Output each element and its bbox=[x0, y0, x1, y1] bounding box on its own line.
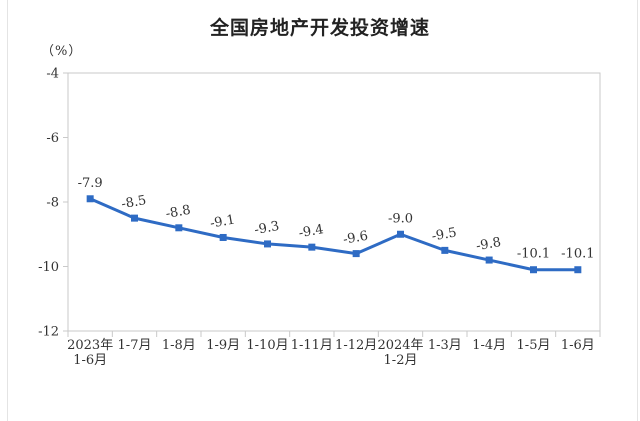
y-axis-tick-label: -6 bbox=[46, 131, 59, 146]
data-point-marker bbox=[530, 266, 537, 274]
data-point-label: -9.0 bbox=[388, 211, 413, 226]
x-axis-tick-label: 1-8月 bbox=[162, 338, 196, 353]
data-point-label: -9.3 bbox=[253, 219, 280, 238]
x-axis-tick-label: 1-5月 bbox=[517, 338, 551, 353]
x-axis-tick-label: 1-12月 bbox=[335, 338, 377, 353]
data-point-marker bbox=[308, 243, 316, 251]
right-border-line bbox=[637, 0, 638, 421]
x-axis-tick-label: 1-10月 bbox=[246, 338, 288, 353]
data-point-marker bbox=[264, 240, 271, 248]
y-axis-tick-label: -12 bbox=[38, 325, 59, 340]
data-point-marker bbox=[131, 214, 138, 222]
y-axis-tick-label: -8 bbox=[46, 196, 59, 211]
data-point-label: -9.1 bbox=[209, 212, 236, 231]
left-border-line bbox=[7, 0, 8, 421]
data-point-marker bbox=[219, 233, 227, 241]
data-point-label: -9.6 bbox=[342, 229, 369, 248]
data-point-label: -8.5 bbox=[120, 193, 147, 212]
x-axis-tick-label: 1-6月 bbox=[561, 338, 595, 353]
data-point-marker bbox=[574, 266, 582, 274]
x-axis-tick-label: 1-11月 bbox=[291, 338, 333, 353]
data-point-label: -9.5 bbox=[431, 225, 458, 244]
data-point-label: -10.1 bbox=[561, 247, 594, 262]
x-axis-tick-label: 1-7月 bbox=[118, 338, 152, 353]
x-axis-tick-label: 1-4月 bbox=[472, 338, 506, 353]
x-axis-tick-label: 1-3月 bbox=[428, 338, 462, 353]
data-point-label: -10.1 bbox=[517, 247, 550, 262]
x-axis-tick-label: 2024年 1-2月 bbox=[377, 338, 423, 368]
data-point-label: -9.4 bbox=[298, 222, 325, 241]
x-axis-tick-label: 1-9月 bbox=[206, 338, 240, 353]
trend-line bbox=[88, 197, 580, 272]
x-axis-tick-label: 2023年 1-6月 bbox=[67, 338, 113, 368]
data-point-marker bbox=[485, 256, 493, 264]
chart-title: 全国房地产开发投资增速 bbox=[209, 17, 430, 39]
data-point-label: -8.8 bbox=[165, 203, 192, 222]
data-point-marker bbox=[175, 224, 183, 232]
data-point-marker bbox=[352, 250, 360, 258]
y-axis-unit-label: （%） bbox=[41, 44, 83, 59]
data-point-marker bbox=[86, 195, 94, 203]
y-axis-tick-label: -4 bbox=[46, 67, 59, 82]
data-point-label: -9.8 bbox=[475, 235, 502, 254]
data-point-marker bbox=[441, 246, 449, 254]
y-axis-tick-label: -10 bbox=[38, 260, 59, 275]
data-point-label: -7.9 bbox=[78, 176, 103, 191]
plot-area-border bbox=[67, 72, 601, 332]
data-point-marker bbox=[397, 230, 404, 238]
